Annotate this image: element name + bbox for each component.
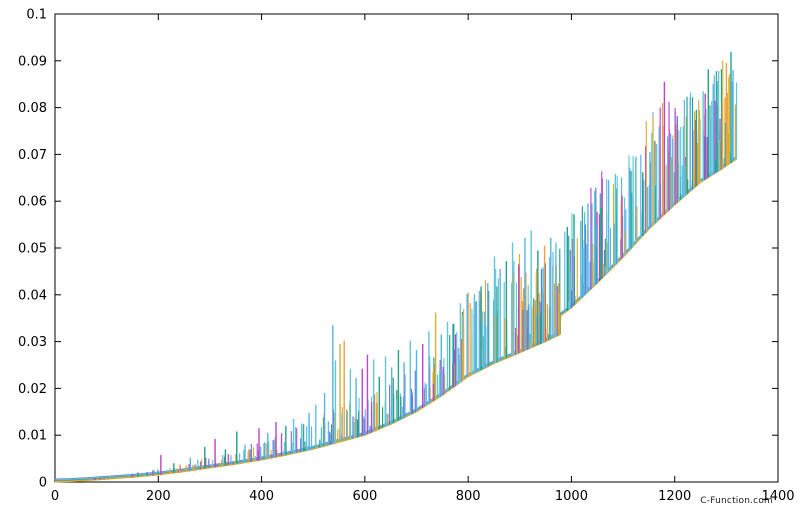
series-envelope bbox=[54, 155, 738, 480]
y-tick-label: 0.03 bbox=[18, 335, 47, 350]
y-tick-label: 0 bbox=[39, 476, 47, 491]
y-tick-label: 0.09 bbox=[18, 54, 47, 69]
x-tick-label: 1200 bbox=[658, 489, 691, 504]
series-envelope bbox=[54, 156, 738, 481]
y-tick-label: 0.07 bbox=[18, 148, 47, 163]
x-tick-label: 800 bbox=[456, 489, 481, 504]
series-envelope bbox=[54, 157, 738, 482]
y-tick-label: 0.01 bbox=[18, 429, 47, 444]
y-tick-label: 0.05 bbox=[18, 242, 47, 257]
series-envelope bbox=[54, 158, 738, 483]
y-tick-label: 0.1 bbox=[26, 8, 47, 23]
x-tick-label: 1400 bbox=[761, 489, 794, 504]
y-tick-label: 0.02 bbox=[18, 382, 47, 397]
x-tick-label: 1000 bbox=[555, 489, 588, 504]
x-tick-label: 400 bbox=[249, 489, 274, 504]
y-tick-label: 0.04 bbox=[18, 288, 47, 303]
series-envelope bbox=[54, 158, 738, 482]
y-tick-label: 0.08 bbox=[18, 101, 47, 116]
x-tick-label: 600 bbox=[352, 489, 377, 504]
series-envelope bbox=[54, 156, 738, 480]
series-envelope bbox=[54, 156, 738, 481]
x-tick-label: 0 bbox=[51, 489, 59, 504]
y-tick-label: 0.06 bbox=[18, 195, 47, 210]
x-tick-label: 200 bbox=[146, 489, 171, 504]
